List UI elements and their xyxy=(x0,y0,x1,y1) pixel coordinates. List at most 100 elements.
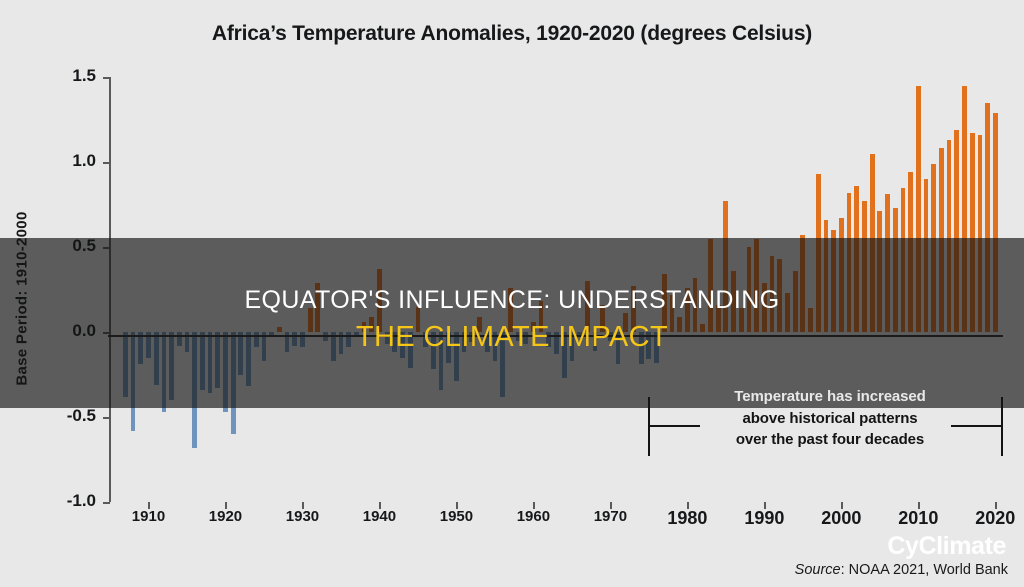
bar xyxy=(192,332,198,448)
bar xyxy=(384,332,390,344)
bar xyxy=(838,218,844,332)
annotation-line2: above historical patterns xyxy=(742,409,918,427)
x-tick-label: 1920 xyxy=(208,508,243,525)
annotation-line1: Temperature has increased xyxy=(734,388,926,405)
bar xyxy=(677,316,683,332)
bar xyxy=(469,332,475,343)
x-tick-label: 2010 xyxy=(898,508,939,528)
y-tick-label: 1.5 xyxy=(72,66,96,85)
bar xyxy=(307,308,313,332)
y-tick-mark xyxy=(103,417,110,419)
bar xyxy=(423,332,428,348)
bar xyxy=(661,274,667,332)
bar xyxy=(538,301,544,332)
bar xyxy=(846,192,852,332)
bar xyxy=(161,332,167,412)
bar xyxy=(369,316,375,332)
y-tick-label: 0.0 xyxy=(72,321,96,340)
bar xyxy=(785,292,790,332)
bar xyxy=(877,211,883,332)
bar xyxy=(915,85,921,332)
x-tick-mark xyxy=(841,502,843,509)
x-tick-mark xyxy=(918,502,920,509)
y-axis-title: Base Period: 1910-2000 xyxy=(13,211,31,386)
bar xyxy=(153,332,159,385)
bar xyxy=(684,287,690,332)
bar xyxy=(123,332,128,397)
bar xyxy=(300,332,305,348)
watermark-logo: CyClimate xyxy=(887,532,1006,560)
x-tick-mark xyxy=(533,502,535,509)
x-tick-label: 1960 xyxy=(516,508,551,525)
bar xyxy=(708,238,713,332)
bar xyxy=(985,102,990,332)
x-tick-label: 1950 xyxy=(439,508,474,525)
bar xyxy=(477,316,482,332)
bar xyxy=(761,282,767,332)
y-tick-mark xyxy=(103,502,110,504)
bar xyxy=(415,306,421,332)
bracket-right-rule xyxy=(951,425,1003,428)
bar xyxy=(500,332,505,397)
bar xyxy=(977,134,983,332)
bar xyxy=(738,308,744,332)
y-tick-label: -1.0 xyxy=(66,491,96,510)
bar xyxy=(992,112,998,332)
bar xyxy=(631,286,636,332)
bar xyxy=(315,282,321,332)
bar xyxy=(931,163,937,332)
bar xyxy=(869,153,875,332)
bar xyxy=(246,332,251,387)
bar xyxy=(792,270,798,332)
bar xyxy=(754,238,760,332)
bar xyxy=(531,321,536,332)
bar xyxy=(507,287,513,332)
x-tick-mark xyxy=(610,502,612,509)
bar xyxy=(815,173,821,332)
bar xyxy=(361,321,367,332)
bar xyxy=(715,304,721,332)
bar xyxy=(176,332,182,346)
x-tick-mark xyxy=(148,502,151,509)
bar xyxy=(823,219,829,332)
bar xyxy=(885,194,890,332)
bar xyxy=(523,332,529,344)
bar xyxy=(731,270,736,332)
y-tick-label: 0.5 xyxy=(72,236,96,255)
bar xyxy=(199,332,205,390)
bar xyxy=(900,187,906,332)
bar xyxy=(854,185,860,332)
bar xyxy=(769,255,775,332)
x-tick-mark xyxy=(764,502,766,509)
annotation-line3: over the past four decades xyxy=(735,431,925,448)
bar xyxy=(923,179,929,332)
bar xyxy=(130,332,136,431)
bar xyxy=(723,201,729,332)
x-tick-mark xyxy=(302,502,305,509)
x-tick-label: 1980 xyxy=(667,508,708,528)
bar xyxy=(377,269,382,332)
bar xyxy=(238,332,244,375)
bar xyxy=(253,332,259,348)
source-label: Source xyxy=(794,562,841,578)
bar xyxy=(939,148,944,332)
x-tick-label: 1970 xyxy=(593,508,628,525)
x-tick-label: 2000 xyxy=(821,508,862,528)
y-tick-mark xyxy=(103,77,110,79)
bar xyxy=(800,235,806,332)
bar xyxy=(430,332,436,370)
x-tick-label: 2020 xyxy=(975,508,1016,528)
x-tick-mark xyxy=(225,502,228,509)
x-tick-mark xyxy=(687,502,689,509)
x-tick-mark xyxy=(379,502,382,509)
bar xyxy=(962,85,967,332)
bar xyxy=(215,332,221,389)
bar xyxy=(584,281,590,332)
bar xyxy=(954,129,960,332)
bar xyxy=(700,323,706,332)
x-tick-label: 1940 xyxy=(362,508,397,525)
bar xyxy=(777,258,783,332)
bar xyxy=(223,332,228,412)
bar xyxy=(946,139,952,332)
